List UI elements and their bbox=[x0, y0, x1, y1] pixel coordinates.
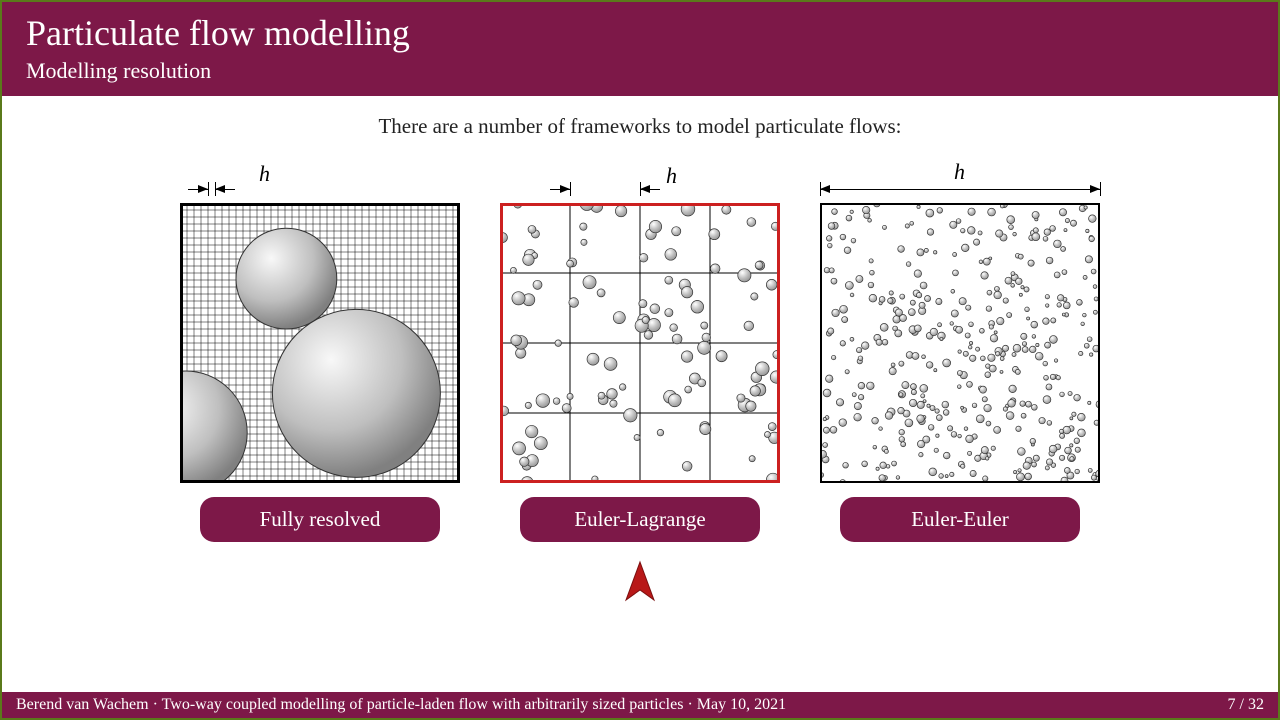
h-label: h bbox=[954, 159, 965, 185]
h-label: h bbox=[666, 163, 677, 189]
footer-date: May 10, 2021 bbox=[697, 696, 786, 713]
slide-footer: Berend van Wachem · Two-way coupled mode… bbox=[2, 692, 1278, 718]
slide-header: Particulate flow modelling Modelling res… bbox=[2, 2, 1278, 96]
framework-diagram bbox=[180, 203, 460, 483]
framework-diagram bbox=[500, 203, 780, 483]
footer-page: 7 / 32 bbox=[1228, 696, 1264, 714]
framework-panel: h Euler-Euler bbox=[820, 159, 1100, 542]
framework-caption: Fully resolved bbox=[200, 497, 440, 542]
slide-title: Particulate flow modelling bbox=[26, 12, 1254, 54]
dimension-row: h bbox=[500, 159, 780, 203]
framework-diagram bbox=[820, 203, 1100, 483]
footer-page-total: 32 bbox=[1248, 696, 1264, 713]
intro-text: There are a number of frameworks to mode… bbox=[42, 114, 1238, 139]
framework-panel: h Euler-Lagrange bbox=[500, 159, 780, 542]
dimension-row: h bbox=[180, 159, 460, 203]
dimension-row: h bbox=[820, 159, 1100, 203]
footer-sep: · bbox=[687, 696, 696, 713]
panel-row: h Fully resolved h Euler-Lagrange h Euler-Eul… bbox=[42, 159, 1238, 542]
slide-subtitle: Modelling resolution bbox=[26, 58, 1254, 84]
footer-sep: · bbox=[153, 696, 162, 713]
framework-caption: Euler-Euler bbox=[840, 497, 1080, 542]
h-label: h bbox=[259, 161, 270, 187]
framework-panel: h Fully resolved bbox=[180, 159, 460, 542]
footer-page-current: 7 bbox=[1228, 696, 1236, 713]
footer-meta: Berend van Wachem · Two-way coupled mode… bbox=[16, 696, 786, 714]
framework-caption: Euler-Lagrange bbox=[520, 497, 760, 542]
slide-content: There are a number of frameworks to mode… bbox=[2, 96, 1278, 604]
pointer-arrow-icon bbox=[622, 560, 658, 604]
footer-author: Berend van Wachem bbox=[16, 696, 149, 713]
footer-talk: Two-way coupled modelling of particle-la… bbox=[162, 696, 684, 713]
